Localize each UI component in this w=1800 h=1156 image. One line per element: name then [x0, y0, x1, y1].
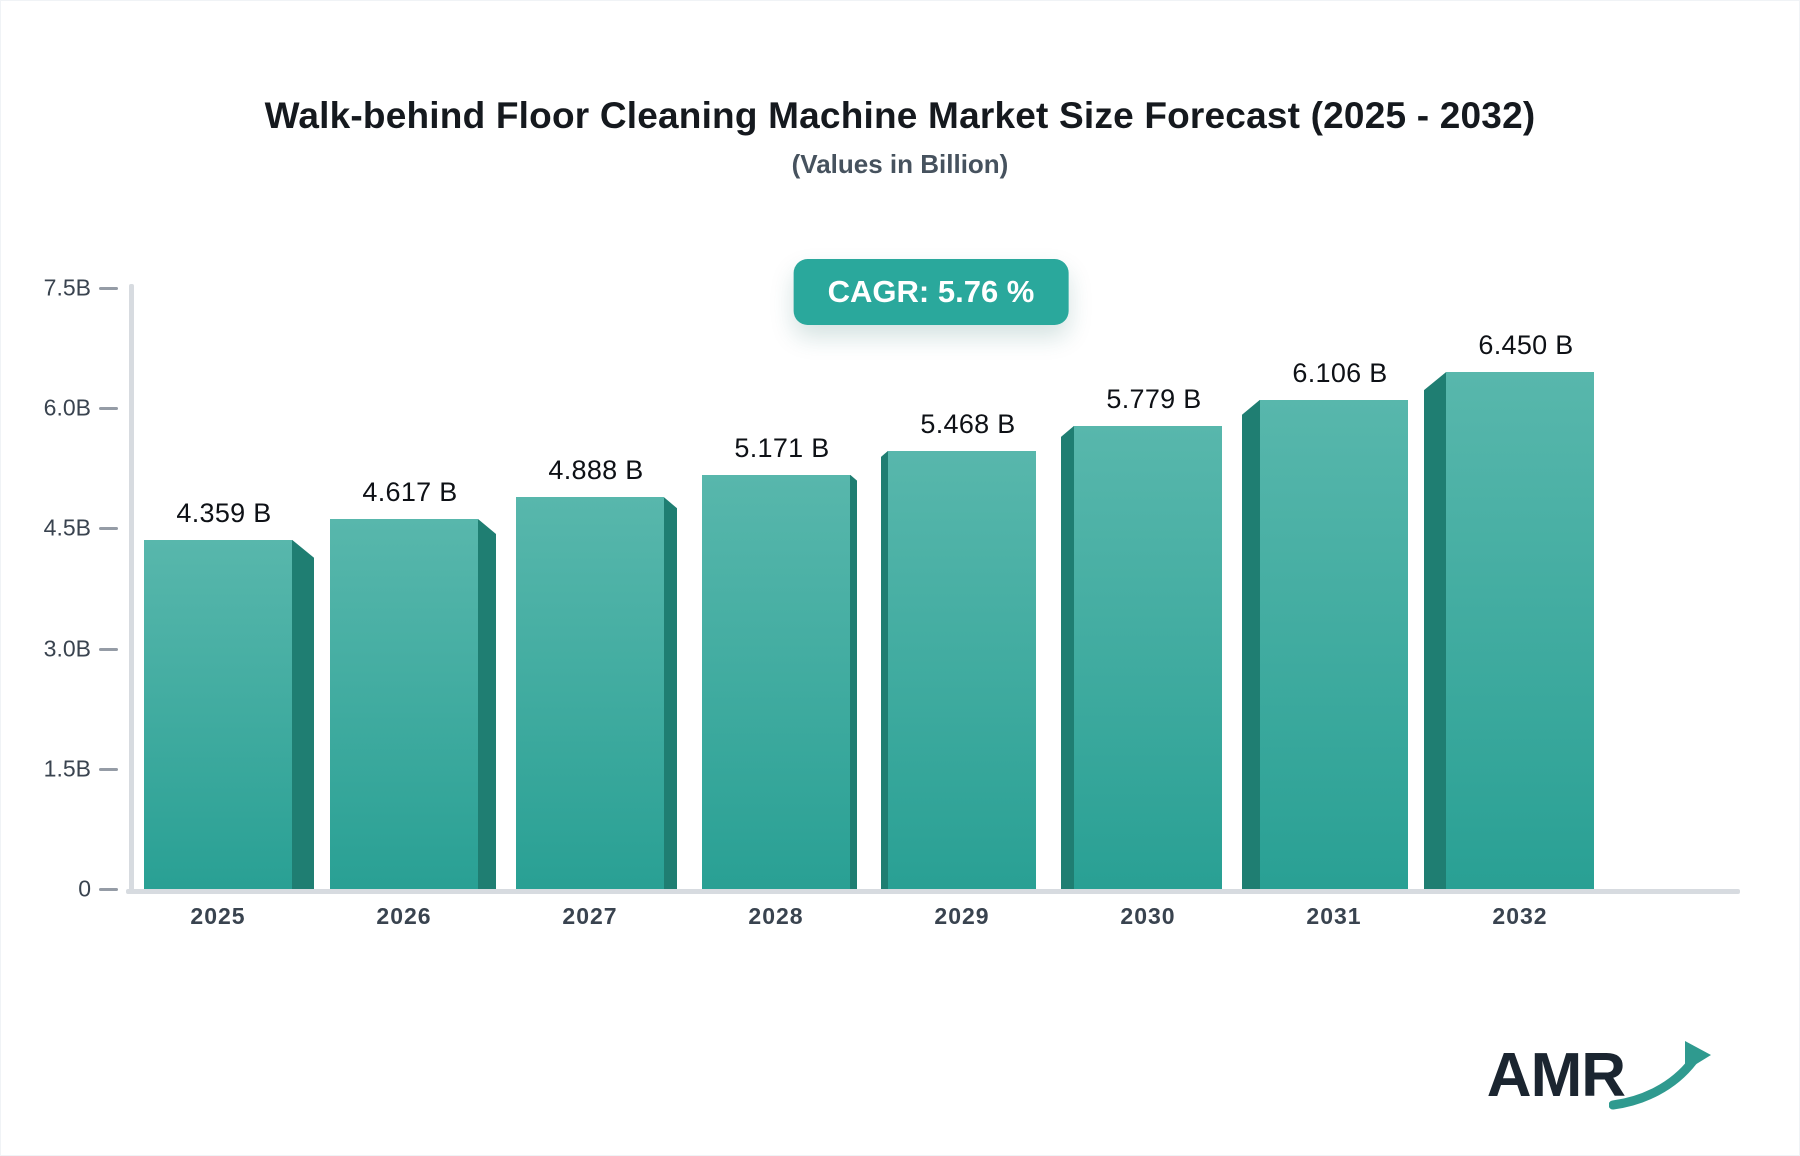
y-axis-tick [99, 888, 118, 891]
bar-3d-side [478, 519, 496, 889]
bar-2025[interactable] [144, 539, 314, 889]
chart-subtitle: (Values in Billion) [791, 149, 1009, 179]
bar-face[interactable] [888, 450, 1036, 889]
bar-3d-side [292, 539, 314, 889]
y-axis-tick-label: 7.5B [43, 274, 91, 301]
bar-value-label: 4.888 B [548, 455, 644, 486]
x-axis-label-2026: 2026 [376, 903, 432, 929]
bar-2030[interactable] [1061, 425, 1222, 889]
y-axis-tick-label: 1.5B [43, 755, 91, 782]
bar-2031[interactable] [1242, 399, 1408, 889]
y-axis-tick [99, 647, 118, 651]
bar-value-label: 6.450 B [1478, 330, 1574, 361]
chart-title: Walk-behind Floor Cleaning Machine Marke… [264, 95, 1536, 136]
bar-value-label: 5.779 B [1106, 383, 1202, 414]
y-axis-tick-label: 0 [78, 875, 91, 902]
bar-2027[interactable] [516, 497, 677, 889]
x-axis-label-2027: 2027 [562, 903, 618, 929]
y-axis-tick-label: 6.0B [43, 394, 91, 421]
y-axis-tick [99, 287, 118, 290]
amr-logo: AMR [1486, 1039, 1713, 1110]
bar-face[interactable] [1074, 425, 1222, 889]
bar-2029[interactable] [881, 450, 1036, 889]
cagr-badge: CAGR: 5.76 % [793, 259, 1069, 325]
bar-2032[interactable] [1424, 372, 1594, 889]
y-axis-tick [99, 407, 118, 411]
y-axis-tick [99, 767, 118, 771]
y-axis-tick [99, 527, 118, 531]
bar-2026[interactable] [330, 519, 496, 889]
x-axis-label-2025: 2025 [190, 903, 246, 929]
bar-3d-side [664, 497, 677, 889]
bar-face[interactable] [144, 539, 292, 889]
y-axis-line [129, 284, 134, 894]
bar-face[interactable] [1446, 372, 1594, 889]
x-axis-label-2031: 2031 [1306, 903, 1362, 929]
bar-value-label: 5.468 B [920, 408, 1016, 439]
bar-face[interactable] [330, 519, 478, 889]
bar-3d-side [850, 474, 857, 889]
bar-face[interactable] [516, 497, 664, 889]
bar-value-label: 5.171 B [734, 432, 830, 463]
amr-logo-text: AMR [1486, 1041, 1626, 1110]
bar-2028[interactable] [702, 474, 857, 889]
bar-value-label: 6.106 B [1292, 357, 1388, 388]
bar-face[interactable] [702, 474, 850, 889]
y-axis-tick-label: 3.0B [43, 635, 91, 662]
x-axis-line [126, 889, 1740, 894]
bar-3d-side [1424, 372, 1446, 889]
bar-face[interactable] [1260, 399, 1408, 889]
bar-3d-side [1061, 425, 1074, 889]
bar-3d-side [1242, 399, 1260, 889]
x-axis-label-2028: 2028 [748, 903, 804, 929]
bar-value-label: 4.359 B [176, 497, 272, 528]
bar-value-label: 4.617 B [362, 477, 458, 508]
x-axis-label-2030: 2030 [1120, 903, 1176, 929]
bar-3d-side [881, 450, 888, 889]
y-axis-tick-label: 4.5B [43, 514, 91, 541]
x-axis-label-2029: 2029 [934, 903, 990, 929]
x-axis-label-2032: 2032 [1492, 903, 1548, 929]
trend-up-arrow-icon [1609, 1041, 1711, 1110]
